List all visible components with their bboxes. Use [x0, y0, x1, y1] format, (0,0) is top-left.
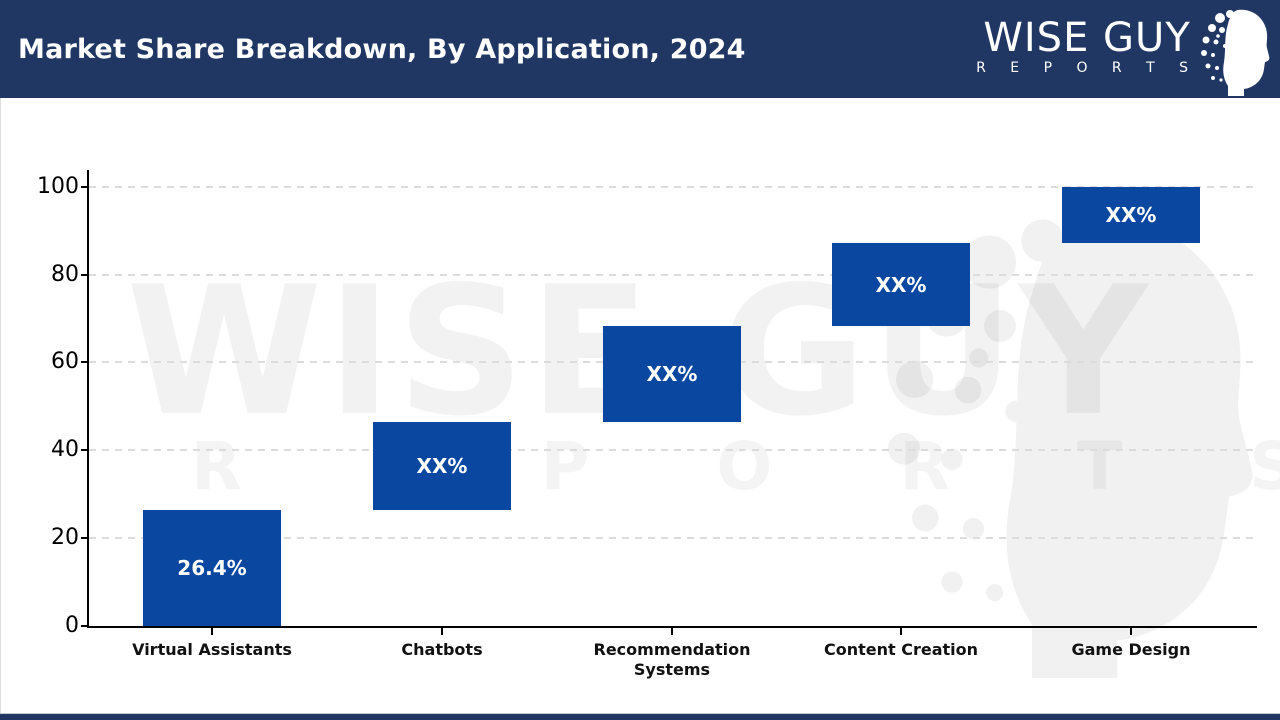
bar-content-creation: XX%: [832, 243, 970, 327]
x-tick-label: Recommendation Systems: [593, 640, 751, 679]
y-tick-label: 40: [51, 437, 79, 463]
bar-value-label: XX%: [875, 272, 927, 297]
y-tick-mark: [81, 537, 89, 540]
y-grid-line: [89, 449, 1257, 452]
logo-wordmark: WISE GUY: [983, 15, 1191, 61]
x-tick-mark: [671, 628, 673, 635]
y-tick-mark: [81, 449, 89, 452]
bar-virtual-assistants: 26.4%: [143, 510, 281, 626]
bar-value-label: XX%: [646, 362, 698, 387]
bar-game-design: XX%: [1062, 186, 1200, 244]
y-grid-line: [89, 273, 1257, 276]
y-tick-label: 0: [65, 613, 79, 638]
y-axis-line: [87, 170, 89, 628]
x-axis-line: [87, 626, 1257, 628]
y-tick-mark: [81, 273, 89, 276]
x-tick-mark: [211, 628, 213, 635]
x-tick-mark: [900, 628, 902, 635]
logo-subtitle: R E P O R T S: [976, 60, 1198, 76]
bar-value-label: XX%: [1105, 203, 1157, 228]
x-tick-mark: [441, 628, 443, 635]
y-tick-label: 80: [51, 261, 79, 287]
page-title: Market Share Breakdown, By Application, …: [18, 33, 746, 65]
watermark-subtitle: R E P O R T S: [191, 428, 1280, 505]
y-tick-label: 20: [51, 525, 79, 551]
x-tick-label: Content Creation: [823, 640, 979, 659]
header-bar: Market Share Breakdown, By Application, …: [0, 0, 1280, 98]
bar-value-label: 26.4%: [177, 556, 247, 580]
bar-value-label: XX%: [416, 454, 468, 479]
bar-chatbots: XX%: [373, 422, 511, 511]
y-tick-label: 60: [51, 349, 79, 375]
logo-head-icon: [1201, 9, 1270, 96]
x-tick-mark: [1130, 628, 1132, 635]
bar-recommendation-systems: XX%: [603, 326, 741, 423]
y-tick-mark: [81, 625, 89, 627]
footer-bar: [0, 713, 1280, 720]
chart-area: WISE GUY R E P O R T S 02040608010026.4%…: [0, 98, 1280, 713]
logo-text: WISE GUY R E P O R T S: [976, 16, 1198, 76]
y-tick-mark: [81, 361, 89, 364]
y-tick-label: 100: [37, 173, 79, 199]
y-grid-line: [89, 537, 1257, 540]
y-tick-mark: [81, 185, 89, 188]
x-tick-label: Game Design: [1071, 640, 1191, 659]
wise-guy-reports-logo: WISE GUY R E P O R T S: [976, 4, 1270, 96]
x-tick-label: Chatbots: [401, 640, 483, 659]
x-tick-label: Virtual Assistants: [132, 640, 292, 659]
y-grid-line: [89, 185, 1257, 188]
